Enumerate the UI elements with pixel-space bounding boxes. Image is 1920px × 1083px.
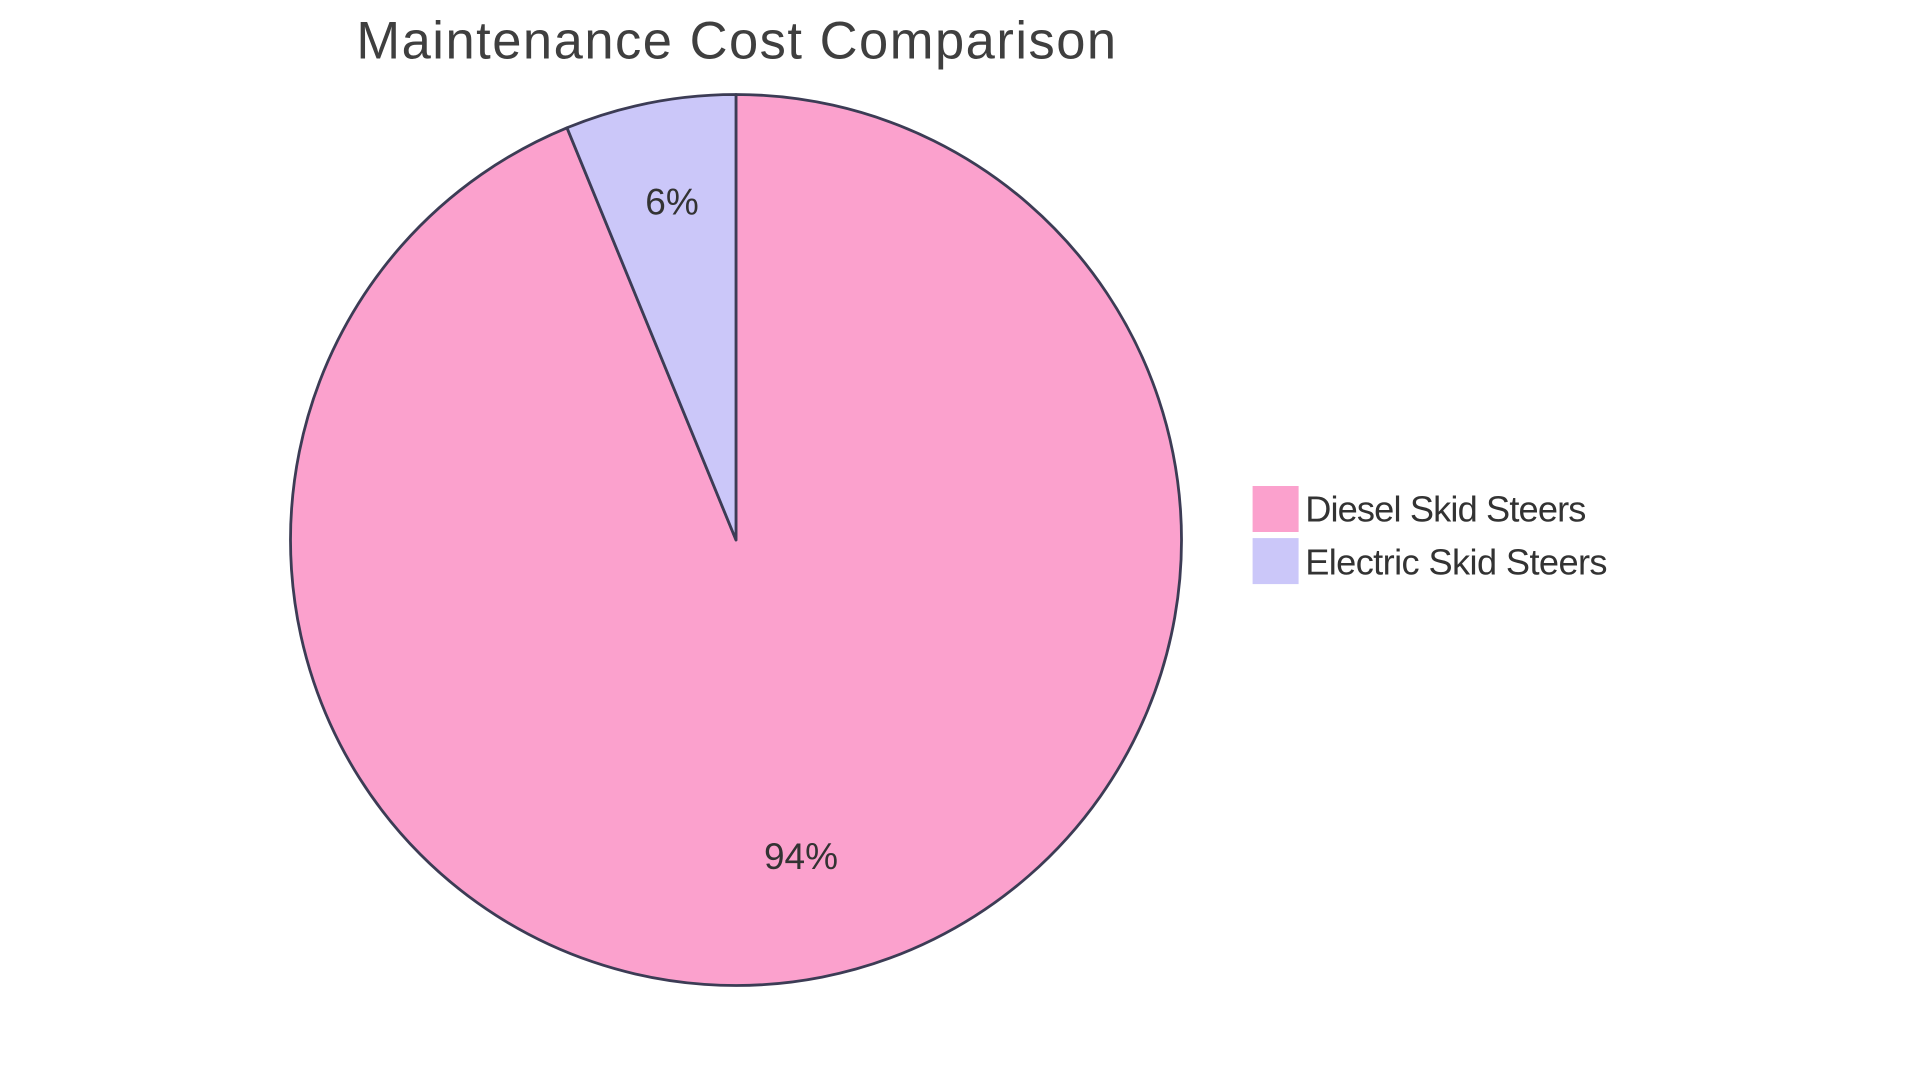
svg-text:94%: 94% (764, 836, 838, 877)
svg-text:6%: 6% (645, 182, 698, 223)
svg-text:Electric Skid Steers: Electric Skid Steers (1305, 541, 1607, 582)
svg-text:Diesel Skid Steers: Diesel Skid Steers (1305, 489, 1585, 530)
svg-text:Maintenance Cost Comparison: Maintenance Cost Comparison (356, 11, 1117, 70)
